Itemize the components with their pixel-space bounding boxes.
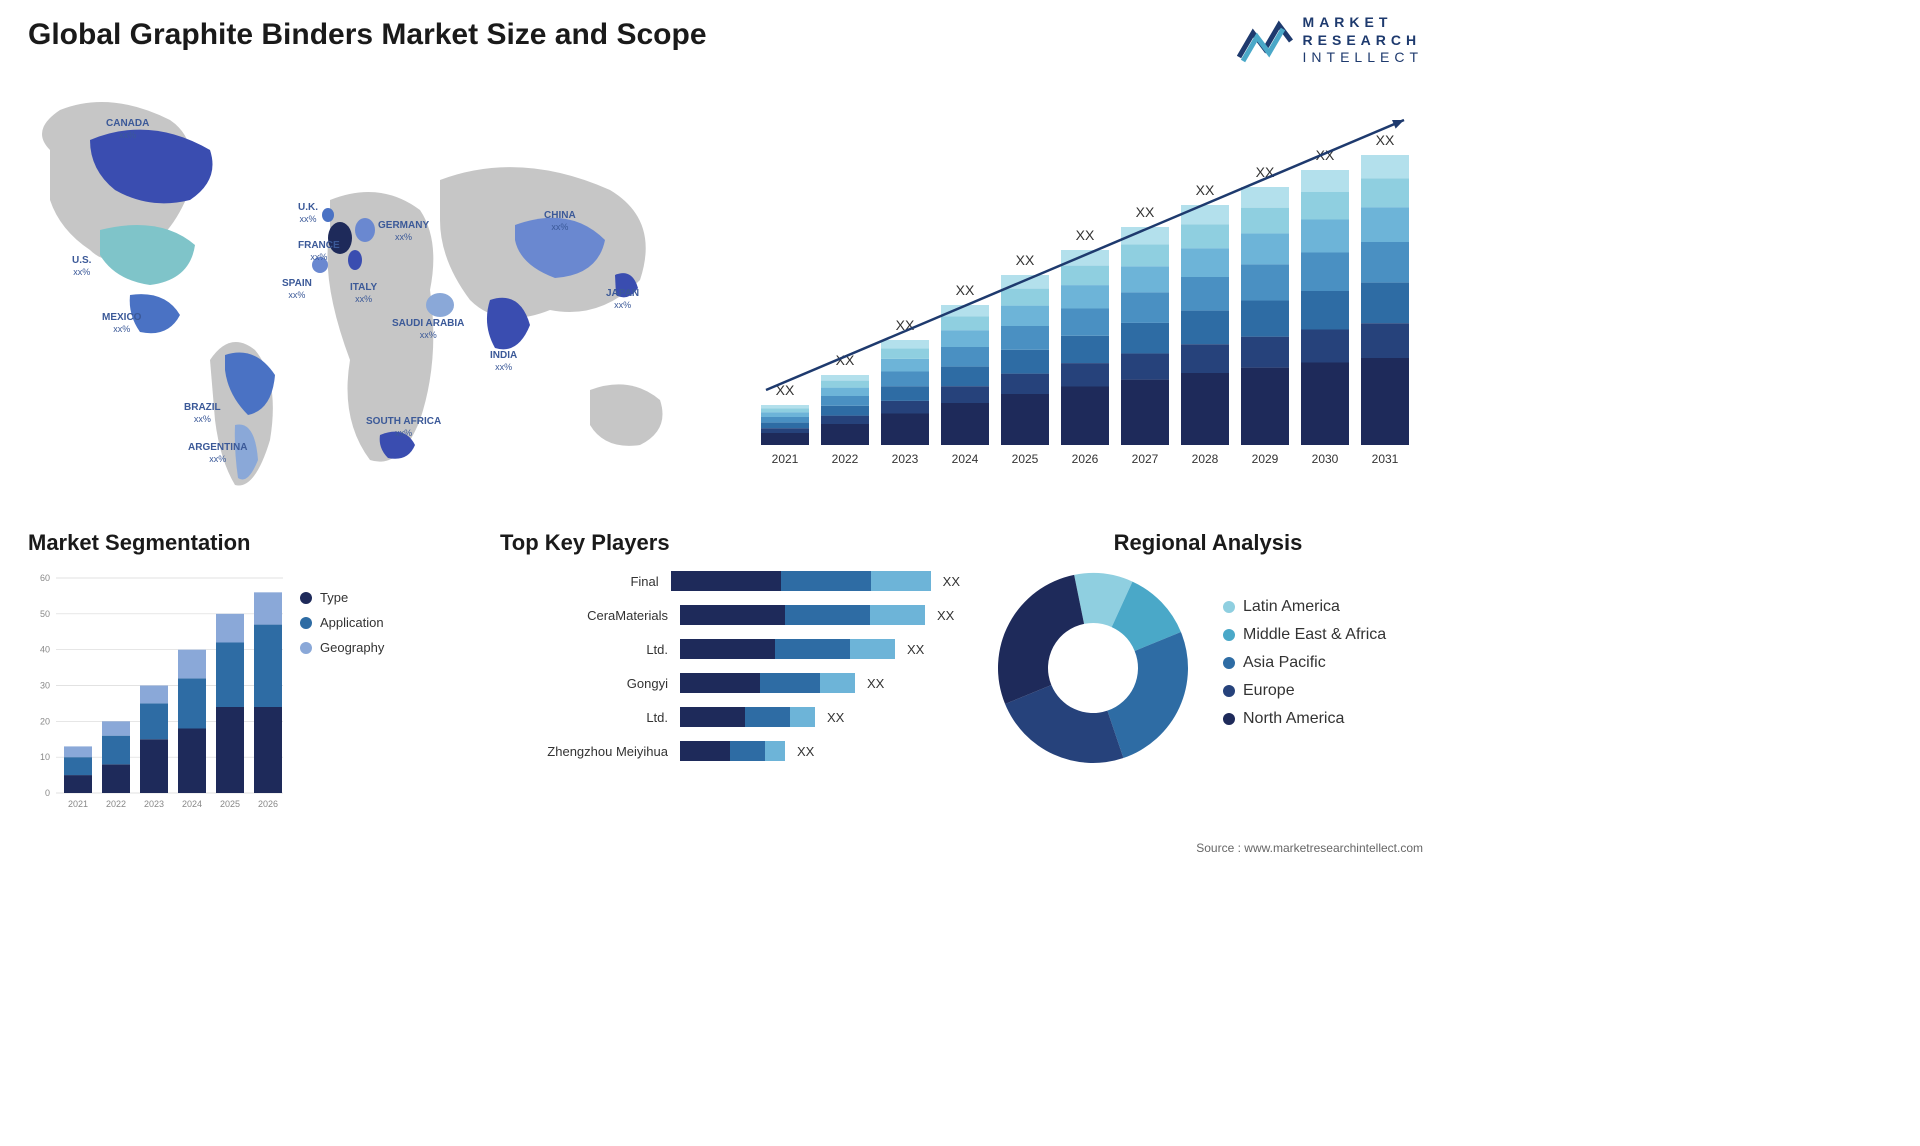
player-bar xyxy=(680,741,785,761)
svg-text:XX: XX xyxy=(1016,252,1035,268)
player-value: XX xyxy=(797,744,814,759)
svg-text:2029: 2029 xyxy=(1252,452,1279,466)
player-row: Zhengzhou Meiyihua XX xyxy=(500,738,960,764)
segmentation-section: Market Segmentation 0 10 20 30 40 50 60 2021 202… xyxy=(28,530,448,823)
logo-text: MARKET RESEARCH INTELLECT xyxy=(1303,14,1423,67)
legend-item: Europe xyxy=(1223,682,1386,700)
regional-legend: Latin America Middle East & Africa Asia Pa… xyxy=(1223,598,1386,738)
legend-item: North America xyxy=(1223,710,1386,728)
map-label: FRANCExx% xyxy=(298,240,340,263)
map-label: SPAINxx% xyxy=(282,278,312,301)
svg-text:2025: 2025 xyxy=(220,799,240,809)
svg-text:2024: 2024 xyxy=(182,799,202,809)
logo: MARKET RESEARCH INTELLECT xyxy=(1237,14,1423,67)
player-value: XX xyxy=(867,676,884,691)
segmentation-chart: 0 10 20 30 40 50 60 2021 2022 2023 2024 2025 2026 xyxy=(28,568,288,818)
player-bar xyxy=(680,707,815,727)
player-value: XX xyxy=(827,710,844,725)
svg-text:10: 10 xyxy=(40,752,50,762)
svg-text:50: 50 xyxy=(40,609,50,619)
regional-title: Regional Analysis xyxy=(993,530,1423,556)
player-label: Final xyxy=(500,574,671,589)
regional-section: Regional Analysis Latin America Middle Ea… xyxy=(993,530,1423,768)
page-title: Global Graphite Binders Market Size and … xyxy=(28,18,707,52)
map-label: ARGENTINAxx% xyxy=(188,442,247,465)
map-label: ITALYxx% xyxy=(350,282,377,305)
player-value: XX xyxy=(937,608,954,623)
player-label: Gongyi xyxy=(500,676,680,691)
growth-chart: 2021 XX 2022 XX 2023 XX 2024 XX 2025 XX 2026 XX 2027… xyxy=(743,90,1423,480)
source-text: Source : www.marketresearchintellect.com xyxy=(1196,841,1423,855)
player-bar xyxy=(671,571,931,591)
player-label: CeraMaterials xyxy=(500,608,680,623)
legend-item: Latin America xyxy=(1223,598,1386,616)
svg-text:0: 0 xyxy=(45,788,50,798)
map-label: GERMANYxx% xyxy=(378,220,429,243)
growth-svg: 2021 XX 2022 XX 2023 XX 2024 XX 2025 XX 2026 XX 2027… xyxy=(743,90,1423,480)
player-row: Final XX xyxy=(500,568,960,594)
map-label: CHINAxx% xyxy=(544,210,576,233)
player-row: Ltd. XX xyxy=(500,636,960,662)
svg-text:20: 20 xyxy=(40,716,50,726)
player-label: Zhengzhou Meiyihua xyxy=(500,744,680,759)
svg-text:2021: 2021 xyxy=(68,799,88,809)
player-bar xyxy=(680,605,925,625)
svg-text:2025: 2025 xyxy=(1012,452,1039,466)
segmentation-title: Market Segmentation xyxy=(28,530,448,556)
legend-item: Middle East & Africa xyxy=(1223,626,1386,644)
svg-text:2023: 2023 xyxy=(144,799,164,809)
svg-text:XX: XX xyxy=(1196,182,1215,198)
player-label: Ltd. xyxy=(500,710,680,725)
svg-text:2026: 2026 xyxy=(1072,452,1099,466)
player-bar xyxy=(680,639,895,659)
segmentation-legend: Type Application Geography xyxy=(300,590,384,665)
map-label: SAUDI ARABIAxx% xyxy=(392,318,464,341)
svg-text:2024: 2024 xyxy=(952,452,979,466)
legend-item: Application xyxy=(300,615,384,630)
legend-item: Type xyxy=(300,590,384,605)
players-section: Top Key Players FinalXXCeraMaterialsXXLt… xyxy=(500,530,960,772)
regional-donut xyxy=(993,568,1193,768)
player-bar xyxy=(680,673,855,693)
player-value: XX xyxy=(907,642,924,657)
map-label: MEXICOxx% xyxy=(102,312,141,335)
svg-text:2031: 2031 xyxy=(1372,452,1399,466)
svg-text:2030: 2030 xyxy=(1312,452,1339,466)
map-label: JAPANxx% xyxy=(606,288,639,311)
map-label: INDIAxx% xyxy=(490,350,517,373)
legend-item: Geography xyxy=(300,640,384,655)
svg-text:2028: 2028 xyxy=(1192,452,1219,466)
svg-text:2026: 2026 xyxy=(258,799,278,809)
svg-text:2022: 2022 xyxy=(832,452,859,466)
svg-text:XX: XX xyxy=(1136,204,1155,220)
svg-text:XX: XX xyxy=(956,282,975,298)
map-label: BRAZILxx% xyxy=(184,402,221,425)
player-row: CeraMaterials XX xyxy=(500,602,960,628)
svg-text:30: 30 xyxy=(40,681,50,691)
svg-text:XX: XX xyxy=(1376,132,1395,148)
svg-text:60: 60 xyxy=(40,573,50,583)
svg-text:2023: 2023 xyxy=(892,452,919,466)
logo-icon xyxy=(1237,15,1293,65)
player-row: Ltd. XX xyxy=(500,704,960,730)
map-label: U.K.xx% xyxy=(298,202,318,225)
map-label: CANADAxx% xyxy=(106,118,149,141)
player-value: XX xyxy=(943,574,960,589)
svg-text:XX: XX xyxy=(1076,227,1095,243)
player-row: Gongyi XX xyxy=(500,670,960,696)
svg-text:2021: 2021 xyxy=(772,452,799,466)
world-map: CANADAxx% U.S.xx% MEXICOxx% BRAZILxx% ARGENT… xyxy=(20,80,710,500)
svg-text:2027: 2027 xyxy=(1132,452,1159,466)
players-title: Top Key Players xyxy=(500,530,960,556)
svg-text:2022: 2022 xyxy=(106,799,126,809)
legend-item: Asia Pacific xyxy=(1223,654,1386,672)
svg-text:40: 40 xyxy=(40,645,50,655)
map-label: SOUTH AFRICAxx% xyxy=(366,416,441,439)
map-label: U.S.xx% xyxy=(72,255,91,278)
player-label: Ltd. xyxy=(500,642,680,657)
